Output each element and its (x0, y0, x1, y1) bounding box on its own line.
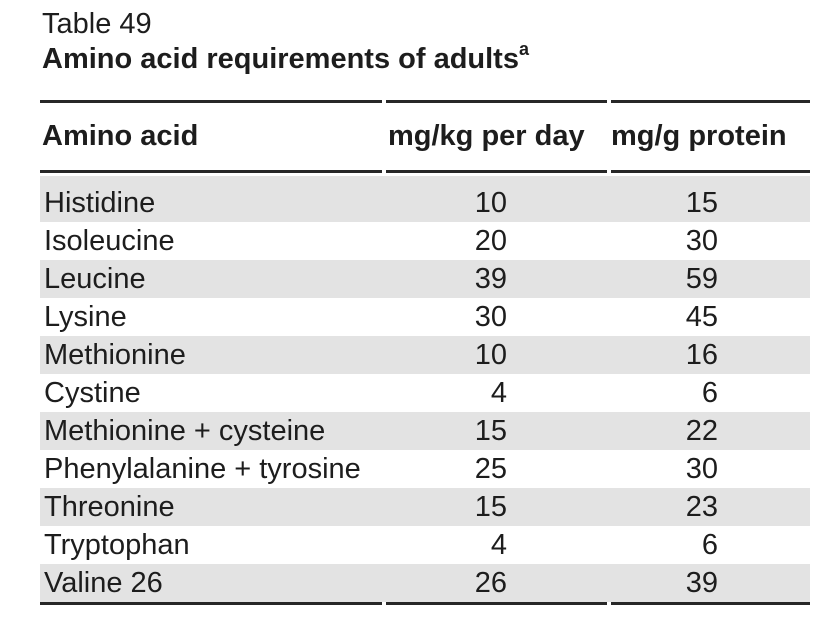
cell-amino-acid: Valine 26 (44, 566, 163, 599)
table-top-rule (40, 100, 810, 103)
footnote-marker: a (518, 39, 529, 60)
cell-mg-kg-per-day: 20 (474, 224, 507, 257)
table-row: Histidine 10 15 (40, 176, 810, 222)
cell-mg-kg-per-day: 15 (474, 490, 507, 523)
table-header-rule (40, 170, 810, 173)
cell-mg-kg-per-day: 4 (490, 528, 507, 561)
rule-segment (40, 602, 382, 605)
amino-acid-table: Amino acid mg/kg per day mg/g protein Hi… (40, 100, 810, 605)
cell-mg-kg-per-day: 26 (474, 566, 507, 599)
cell-mg-g-protein: 6 (701, 528, 718, 561)
cell-mg-g-protein: 30 (685, 224, 718, 257)
cell-mg-g-protein: 45 (685, 300, 718, 333)
cell-amino-acid: Tryptophan (44, 528, 190, 561)
rule-segment (611, 602, 810, 605)
cell-mg-kg-per-day: 39 (474, 262, 507, 295)
table-row: Tryptophan 4 6 (40, 526, 810, 564)
table-number-label: Table 49 (42, 8, 152, 40)
header-amino-acid: Amino acid (42, 120, 199, 152)
cell-mg-kg-per-day: 4 (490, 376, 507, 409)
table-title: Amino acid requirements of adultsa (42, 40, 529, 76)
cell-mg-g-protein: 16 (685, 338, 718, 371)
cell-amino-acid: Isoleucine (44, 224, 175, 257)
cell-mg-kg-per-day: 30 (474, 300, 507, 333)
cell-amino-acid: Lysine (44, 300, 127, 333)
cell-mg-kg-per-day: 10 (474, 338, 507, 371)
table-row: Lysine 30 45 (40, 298, 810, 336)
rule-segment (611, 170, 810, 173)
cell-mg-g-protein: 15 (685, 186, 718, 219)
header-mg-kg-per-day: mg/kg per day (388, 120, 585, 152)
rule-segment (386, 100, 607, 103)
cell-mg-g-protein: 23 (685, 490, 718, 523)
cell-amino-acid: Threonine (44, 490, 175, 523)
table-row: Leucine 39 59 (40, 260, 810, 298)
table-bottom-rule (40, 602, 810, 605)
rule-segment (386, 170, 607, 173)
table-row: Threonine 15 23 (40, 488, 810, 526)
cell-mg-g-protein: 30 (685, 452, 718, 485)
rule-segment (40, 170, 382, 173)
rule-segment (611, 100, 810, 103)
cell-amino-acid: Cystine (44, 376, 141, 409)
table-row: Methionine 10 16 (40, 336, 810, 374)
table-body: Histidine 10 15 Isoleucine 20 30 Leucine… (40, 176, 810, 602)
cell-amino-acid: Phenylalanine + tyrosine (44, 452, 361, 485)
table-row: Methionine + cysteine 15 22 (40, 412, 810, 450)
cell-amino-acid: Leucine (44, 262, 146, 295)
cell-mg-g-protein: 6 (701, 376, 718, 409)
cell-amino-acid: Methionine (44, 338, 186, 371)
cell-mg-g-protein: 22 (685, 414, 718, 447)
cell-mg-g-protein: 59 (685, 262, 718, 295)
cell-mg-kg-per-day: 15 (474, 414, 507, 447)
cell-mg-kg-per-day: 25 (474, 452, 507, 485)
table-row: Valine 26 26 39 (40, 564, 810, 602)
cell-amino-acid: Histidine (44, 186, 156, 219)
table-row: Phenylalanine + tyrosine 25 30 (40, 450, 810, 488)
table-title-text: Amino acid requirements of adults (42, 43, 519, 75)
rule-segment (40, 100, 382, 103)
table-row: Isoleucine 20 30 (40, 222, 810, 260)
rule-segment (386, 602, 607, 605)
cell-mg-g-protein: 39 (685, 566, 718, 599)
table-header-row: Amino acid mg/kg per day mg/g protein (40, 103, 810, 170)
cell-mg-kg-per-day: 10 (474, 186, 507, 219)
cell-amino-acid: Methionine + cysteine (44, 414, 326, 447)
header-mg-g-protein: mg/g protein (611, 120, 787, 152)
table-row: Cystine 4 6 (40, 374, 810, 412)
